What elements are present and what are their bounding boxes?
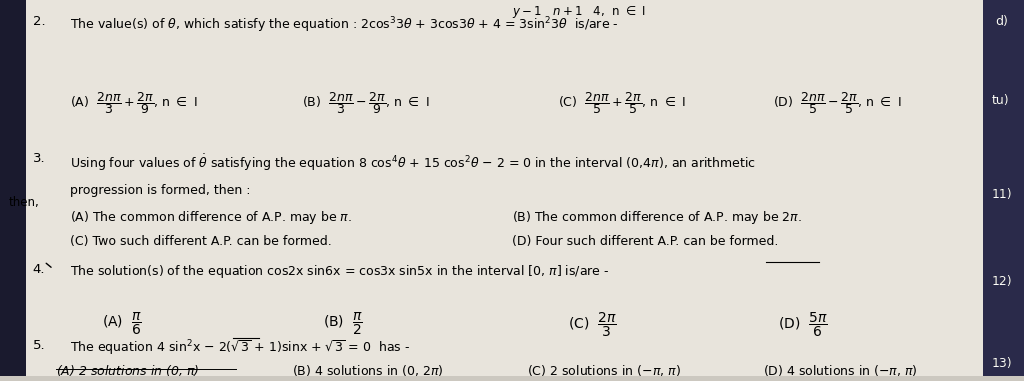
Text: The equation 4 sin$^2$x $-$ 2($\sqrt{3}$ + 1)sinx + $\sqrt{3}$ = 0  has -: The equation 4 sin$^2$x $-$ 2($\sqrt{3}$… (70, 339, 410, 358)
Text: d): d) (995, 15, 1009, 28)
Text: tu): tu) (991, 94, 1009, 107)
Text: 2.: 2. (33, 15, 45, 28)
Text: The solution(s) of the equation cos2x sin6x = cos3x sin5x in the interval [0, $\: The solution(s) of the equation cos2x si… (70, 263, 609, 280)
Text: $y-1$   $n+1$   $4$,  n $\in$ I: $y-1$ $n+1$ $4$, n $\in$ I (512, 4, 645, 20)
Text: (D)  $\dfrac{2n\pi}{5}-\dfrac{2\pi}{5}$, n $\in$ I: (D) $\dfrac{2n\pi}{5}-\dfrac{2\pi}{5}$, … (773, 90, 902, 116)
Text: (B)  $\dfrac{\pi}{2}$: (B) $\dfrac{\pi}{2}$ (323, 311, 362, 337)
Text: 11): 11) (991, 188, 1012, 201)
Text: (D) 4 solutions in ($-\pi$, $\pi$): (D) 4 solutions in ($-\pi$, $\pi$) (763, 363, 918, 378)
Text: (D) Four such different A.P. can be formed.: (D) Four such different A.P. can be form… (512, 235, 778, 248)
Text: 5.: 5. (33, 339, 45, 352)
FancyBboxPatch shape (26, 0, 983, 376)
Text: (B) The common difference of A.P. may be 2$\pi$.: (B) The common difference of A.P. may be… (512, 209, 802, 226)
Text: tu): tu) (991, 94, 1009, 107)
Text: progression is formed, then :: progression is formed, then : (70, 184, 250, 197)
Text: (A)  $\dfrac{\pi}{6}$: (A) $\dfrac{\pi}{6}$ (102, 311, 142, 337)
Text: Using four values of $\dot{\theta}$ satisfying the equation 8 cos$^4\theta$ + 15: Using four values of $\dot{\theta}$ sati… (70, 152, 756, 173)
Text: 13): 13) (991, 357, 1012, 370)
Text: then,: then, (8, 196, 39, 209)
Text: d): d) (995, 15, 1009, 28)
Text: 11): 11) (991, 188, 1012, 201)
FancyBboxPatch shape (983, 0, 1024, 376)
Text: (C)  $\dfrac{2n\pi}{5}+\dfrac{2\pi}{5}$, n $\in$ I: (C) $\dfrac{2n\pi}{5}+\dfrac{2\pi}{5}$, … (558, 90, 686, 116)
Text: (C) 2 solutions in ($-\pi$, $\pi$): (C) 2 solutions in ($-\pi$, $\pi$) (527, 363, 681, 378)
Text: 12): 12) (991, 275, 1012, 288)
Text: 13): 13) (991, 357, 1012, 370)
Text: (C) Two such different A.P. can be formed.: (C) Two such different A.P. can be forme… (70, 235, 332, 248)
Text: 12): 12) (991, 275, 1012, 288)
Text: The value(s) of $\theta$, which satisfy the equation : 2cos$^3$3$\theta$ + 3cos3: The value(s) of $\theta$, which satisfy … (70, 15, 618, 35)
Text: (B)  $\dfrac{2n\pi}{3}-\dfrac{2\pi}{9}$, n $\in$ I: (B) $\dfrac{2n\pi}{3}-\dfrac{2\pi}{9}$, … (302, 90, 430, 116)
FancyBboxPatch shape (0, 0, 26, 376)
Text: 4.: 4. (33, 263, 45, 276)
Text: 3.: 3. (33, 152, 45, 165)
Text: (C)  $\dfrac{2\pi}{3}$: (C) $\dfrac{2\pi}{3}$ (568, 311, 617, 339)
Text: (A) The common difference of A.P. may be $\pi$.: (A) The common difference of A.P. may be… (70, 209, 351, 226)
Text: (B) 4 solutions in (0, 2$\pi$): (B) 4 solutions in (0, 2$\pi$) (292, 363, 443, 378)
Text: (A) 2 solutions in (0, $\pi$): (A) 2 solutions in (0, $\pi$) (56, 363, 200, 378)
Text: (A)  $\dfrac{2n\pi}{3}+\dfrac{2\pi}{9}$, n $\in$ I: (A) $\dfrac{2n\pi}{3}+\dfrac{2\pi}{9}$, … (70, 90, 198, 116)
Text: (D)  $\dfrac{5\pi}{6}$: (D) $\dfrac{5\pi}{6}$ (778, 311, 828, 339)
